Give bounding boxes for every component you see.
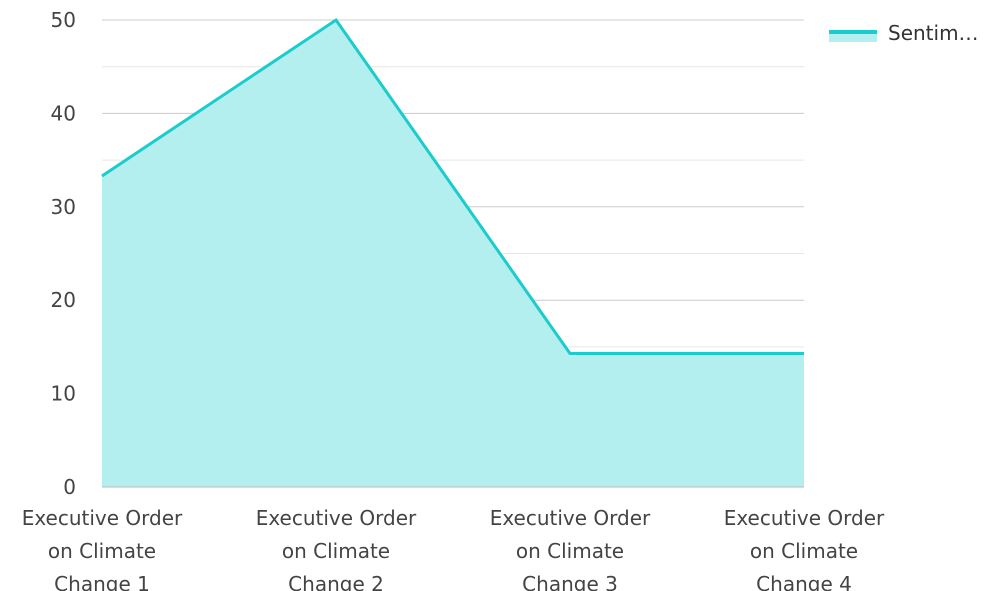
legend-label: Sentim… [888,21,979,45]
series-line-0 [101,17,804,355]
x-axis: Executive Order on Climate Change 1 Executi… [22,486,885,591]
y-tick-label: 40 [51,101,76,125]
x-tick-label: Executive Order on Climate Change 1 [22,506,183,591]
y-tick-label: 30 [51,195,76,219]
x-tick-label: Executive Order on Climate Change 3 [490,506,651,591]
series-area-0 [102,20,804,487]
y-tick-label: 0 [63,475,76,499]
plot-area [101,17,804,487]
legend[interactable]: Sentim… [829,21,979,45]
y-tick-label: 50 [51,8,76,32]
y-axis: 0 10 20 30 40 50 [51,8,76,499]
x-tick-label: Executive Order on Climate Change 4 [724,506,885,591]
y-tick-label: 20 [51,288,76,312]
x-tick-label: Executive Order on Climate Change 2 [256,506,417,591]
y-tick-label: 10 [51,382,76,406]
